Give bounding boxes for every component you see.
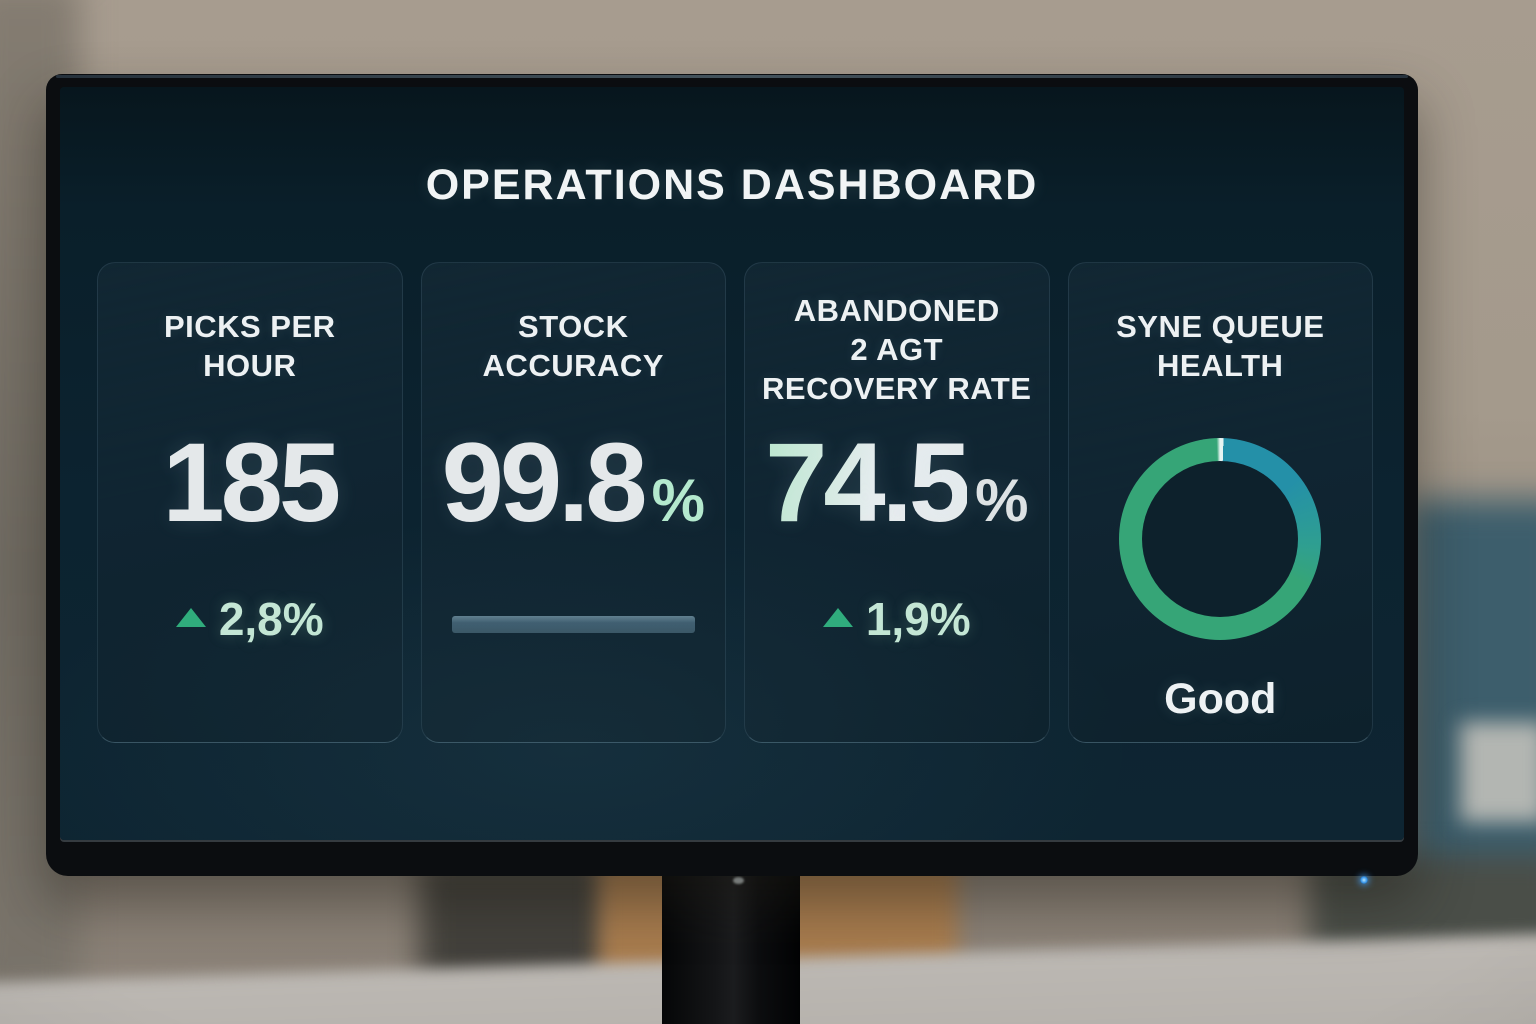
card-title-line: ABANDONED [751,291,1043,330]
metric-value: 74.5% [745,427,1049,539]
trend-up-icon [822,608,853,627]
card-title-line: 2 AGT [751,330,1043,369]
card-title: STOCK ACCURACY [428,307,720,385]
metric-value: 99.8% [422,427,726,539]
card-title: ABANDONED 2 AGT RECOVERY RATE [751,291,1043,408]
card-title-line: RECOVERY RATE [751,369,1043,408]
background-blue-crates [1408,500,1536,970]
dashboard-title: OPERATIONS DASHBOARD [60,161,1404,210]
metric-percent-sign: % [975,467,1028,534]
stand-highlight [733,877,744,884]
queue-health-status: Good [1069,675,1373,724]
card-title: PICKS PER HOUR [104,307,396,385]
metric-number: 99.8 [442,420,648,545]
kpi-card-syne-queue-health: SYNE QUEUE HEALTH Good [1067,262,1373,743]
kpi-card-abandoned-recovery-rate: ABANDONED 2 AGT RECOVERY RATE 74.5% 1,9% [744,262,1050,743]
card-title-line: HOUR [104,346,396,385]
card-title-line: STOCK [428,307,720,346]
card-title-line: HEALTH [1075,346,1367,385]
queue-health-donut-gauge [1119,438,1322,640]
screen-reflection [60,87,1404,840]
metric-percent-sign: % [652,467,705,534]
kpi-cards-row: PICKS PER HOUR 185 2,8% STOCK ACC [97,262,1373,743]
background-dark-corner [1310,855,1536,995]
background-light-box [1460,722,1536,822]
power-led [1360,876,1368,884]
metric-number: 185 [162,420,341,545]
kpi-card-picks-per-hour: PICKS PER HOUR 185 2,8% [97,262,403,743]
monitor-screen: OPERATIONS DASHBOARD PICKS PER HOUR 185 … [60,87,1404,840]
metric-delta: 2,8% [98,593,402,645]
background-shadow-blob [420,858,615,1018]
card-title: SYNE QUEUE HEALTH [1075,307,1367,385]
card-title-line: PICKS PER [104,307,396,346]
delta-value: 2,8% [219,593,324,645]
delta-value: 1,9% [866,593,971,645]
metric-value: 185 [98,427,402,539]
progress-bar [451,616,695,633]
metric-delta: 1,9% [745,593,1049,645]
card-title-line: SYNE QUEUE [1075,307,1367,346]
monitor-stand [662,874,800,1024]
kpi-card-stock-accuracy: STOCK ACCURACY 99.8% [420,262,726,743]
monitor-bezel: OPERATIONS DASHBOARD PICKS PER HOUR 185 … [46,74,1418,876]
metric-number: 74.5 [765,420,971,545]
card-title-line: ACCURACY [428,346,720,385]
trend-up-icon [175,608,206,627]
